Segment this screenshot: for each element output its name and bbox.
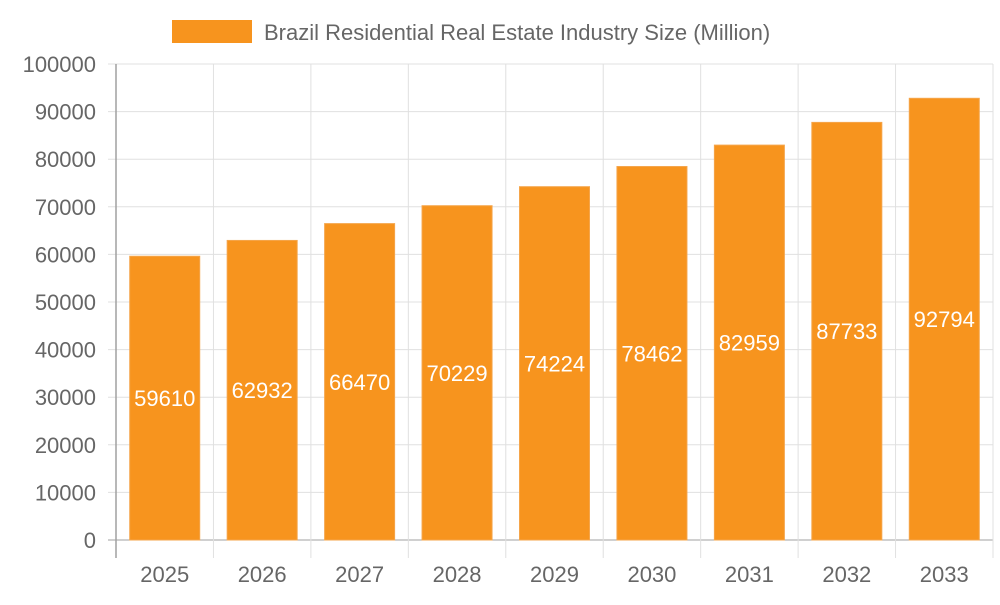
data-label: 70229 — [426, 361, 487, 386]
bar — [811, 121, 883, 541]
data-label: 78462 — [621, 341, 682, 366]
y-tick-label: 40000 — [35, 338, 96, 363]
data-label: 92794 — [914, 307, 975, 332]
x-tick-label: 2027 — [335, 562, 384, 587]
bar — [421, 205, 493, 541]
legend-label: Brazil Residential Real Estate Industry … — [264, 20, 770, 45]
y-tick-label: 70000 — [35, 195, 96, 220]
y-tick-label: 30000 — [35, 385, 96, 410]
x-tick-label: 2026 — [238, 562, 287, 587]
y-tick-label: 50000 — [35, 290, 96, 315]
x-tick-label: 2029 — [530, 562, 579, 587]
bar — [226, 239, 298, 541]
y-tick-label: 20000 — [35, 433, 96, 458]
bar — [908, 97, 980, 541]
bar — [519, 186, 590, 541]
data-label: 62932 — [232, 378, 293, 403]
data-label: 74224 — [524, 351, 585, 376]
x-tick-label: 2033 — [920, 562, 969, 587]
y-tick-label: 90000 — [35, 100, 96, 125]
data-label: 87733 — [816, 319, 877, 344]
x-tick-label: 2028 — [433, 562, 482, 587]
y-tick-label: 0 — [84, 528, 96, 553]
y-tick-label: 10000 — [35, 480, 96, 505]
y-tick-label: 60000 — [35, 242, 96, 267]
x-tick-label: 2032 — [822, 562, 871, 587]
legend[interactable]: Brazil Residential Real Estate Industry … — [172, 20, 770, 45]
y-tick-label: 100000 — [23, 52, 96, 77]
data-label: 82959 — [719, 331, 780, 356]
data-label: 59610 — [134, 386, 195, 411]
bar — [713, 144, 785, 541]
y-tick-label: 80000 — [35, 147, 96, 172]
legend-swatch — [172, 20, 252, 43]
bar — [129, 255, 201, 541]
axes: 0 10000 20000 30000 40000 50000 60000 70000 8000… — [23, 52, 969, 587]
bar — [324, 223, 396, 541]
data-label: 66470 — [329, 370, 390, 395]
x-tick-label: 2025 — [140, 562, 189, 587]
x-tick-label: 2030 — [627, 562, 676, 587]
bar — [616, 166, 688, 541]
x-tick-label: 2031 — [725, 562, 774, 587]
bars: 59610 62932 66470 70229 74224 78462 82959 87733… — [129, 97, 980, 541]
